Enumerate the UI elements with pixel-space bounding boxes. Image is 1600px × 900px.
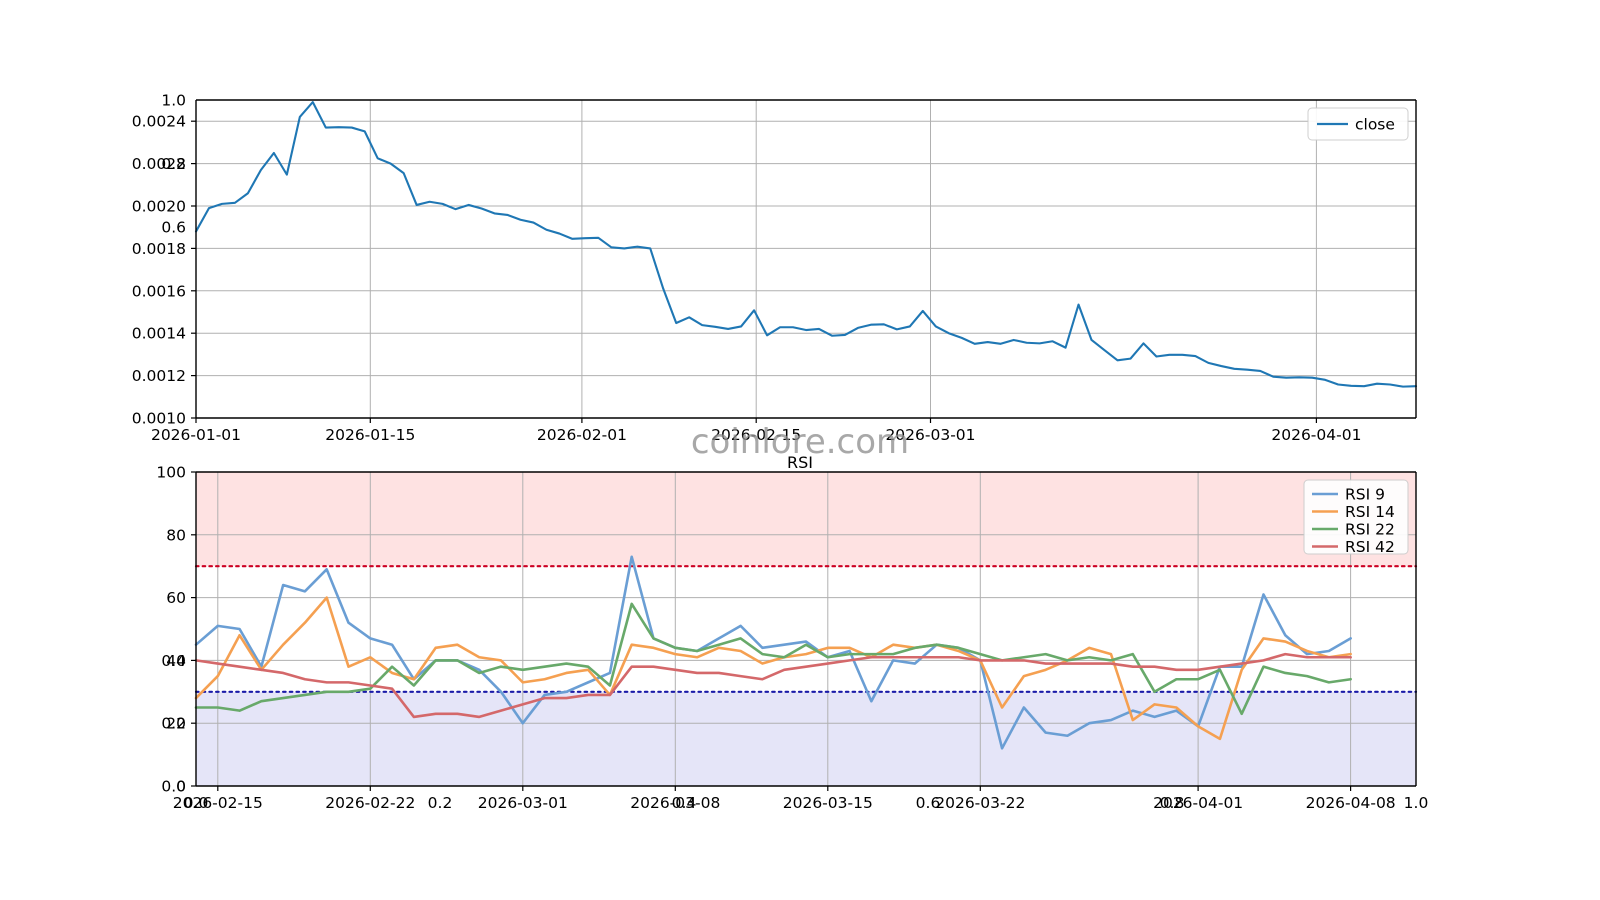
rsi-ytick-label: 40 — [166, 652, 186, 670]
rsi-series-rsi-9 — [194, 555, 1352, 750]
rsi-chart-panel: 0 20 40 60 80 100 0.0 0.2 0.4 2026-02-15 2026-02-2… — [0, 425, 1600, 900]
price-legend-box — [1307, 107, 1409, 141]
rsi-xtick-label: 2026-02-15 — [173, 794, 263, 812]
rsi-ytick-label: 100 — [156, 464, 186, 482]
rsi-overbought-band — [196, 472, 1416, 567]
rsi-legend-label-rsi-42: RSI 42 — [1345, 538, 1395, 556]
rsi-series-rsi-42 — [194, 652, 1352, 719]
rsi-chart-svg: 0 20 40 60 80 100 0.0 0.2 0.4 2026-02-15 2026-02-2… — [156, 425, 1428, 813]
rsi-ytick-label: 60 — [166, 589, 186, 607]
price-ytick-label-ghost: 0.8 — [161, 155, 186, 173]
rsi-series-rsi-22 — [194, 602, 1352, 716]
price-ytick-label: 0.0016 — [132, 282, 186, 300]
price-ytick-label: 0.0020 — [132, 198, 186, 216]
price-xtick-label: 2026-04-01 — [1271, 426, 1361, 444]
price-series-close — [194, 101, 1418, 388]
rsi-xtick-label: 2026-02-22 — [325, 794, 415, 812]
price-chart-panel: 0.0010 0.0012 0.0014 0.0016 0.0018 0.0020 0.00… — [132, 92, 1418, 444]
rsi-xtick-label: 2026-04-01 — [1153, 794, 1243, 812]
price-xtick-label: 2026-01-15 — [325, 426, 415, 444]
rsi-xtick-label-ghost: 0.8 — [1160, 794, 1185, 812]
price-ytick-label-ghost: 0.6 — [161, 219, 186, 237]
rsi-ytick-label: 0 — [176, 778, 186, 796]
price-plot-group: 0.0010 0.0012 0.0014 0.0016 0.0018 0.0020 0.00… — [132, 92, 1418, 444]
price-legend: close — [1307, 107, 1409, 141]
rsi-ytick-label: 20 — [166, 715, 186, 733]
rsi-legend-box — [1303, 479, 1409, 555]
price-ytick-label: 0.0012 — [132, 367, 186, 385]
price-chart-svg: 0.0010 0.0012 0.0014 0.0016 0.0018 0.0020 0.00… — [132, 92, 1418, 444]
rsi-oversold-band — [196, 691, 1416, 786]
rsi-xtick-label-ghost: 0.0 — [184, 794, 209, 812]
rsi-xtick-label: 2026-03-08 — [630, 794, 720, 812]
price-ytick-label: 0.0014 — [132, 325, 186, 343]
rsi-legend-label-rsi-9: RSI 9 — [1345, 486, 1385, 504]
price-ytick-label: 0.0010 — [132, 410, 186, 428]
price-xtick-label: 2026-02-15 — [711, 426, 801, 444]
rsi-xtick-label-ghost: 1.0 — [1404, 794, 1429, 812]
watermark-coinlore: coinlore.com — [691, 425, 909, 462]
rsi-xtick-label: 2026-03-01 — [478, 794, 568, 812]
price-ytick-label: 0.0022 — [132, 155, 186, 173]
rsi-xtick-label-ghost: 0.6 — [916, 794, 941, 812]
rsi-title: RSI — [787, 453, 813, 472]
price-xtick-label: 2026-01-01 — [151, 426, 241, 444]
price-xtick-label: 2026-03-01 — [885, 426, 975, 444]
price-xtick-label: 2026-02-01 — [537, 426, 627, 444]
rsi-legend-label-rsi-22: RSI 22 — [1345, 521, 1395, 539]
rsi-legend-label-rsi-14: RSI 14 — [1345, 503, 1395, 521]
rsi-xtick-label: 2026-04-08 — [1306, 794, 1396, 812]
price-ytick-label: 0.0018 — [132, 240, 186, 258]
rsi-xtick-label-ghost: 0.2 — [428, 794, 453, 812]
rsi-xtick-label: 2026-03-15 — [783, 794, 873, 812]
price-legend-label-close: close — [1355, 116, 1395, 134]
rsi-plot-group: 0 20 40 60 80 100 0.0 0.2 0.4 2026-02-15 2026-02-2… — [156, 464, 1428, 813]
rsi-ytick-label-ghost: 0.0 — [161, 778, 186, 796]
rsi-ytick-label: 80 — [166, 526, 186, 544]
price-ytick-label: 0.0024 — [132, 113, 186, 131]
price-ytick-label-ghost: 1.0 — [161, 92, 186, 110]
rsi-xtick-label-ghost: 0.4 — [672, 794, 697, 812]
rsi-xtick-label: 2026-03-22 — [935, 794, 1025, 812]
rsi-ytick-label-ghost: 0.2 — [161, 715, 186, 733]
rsi-ytick-label-ghost: 0.4 — [161, 652, 186, 670]
